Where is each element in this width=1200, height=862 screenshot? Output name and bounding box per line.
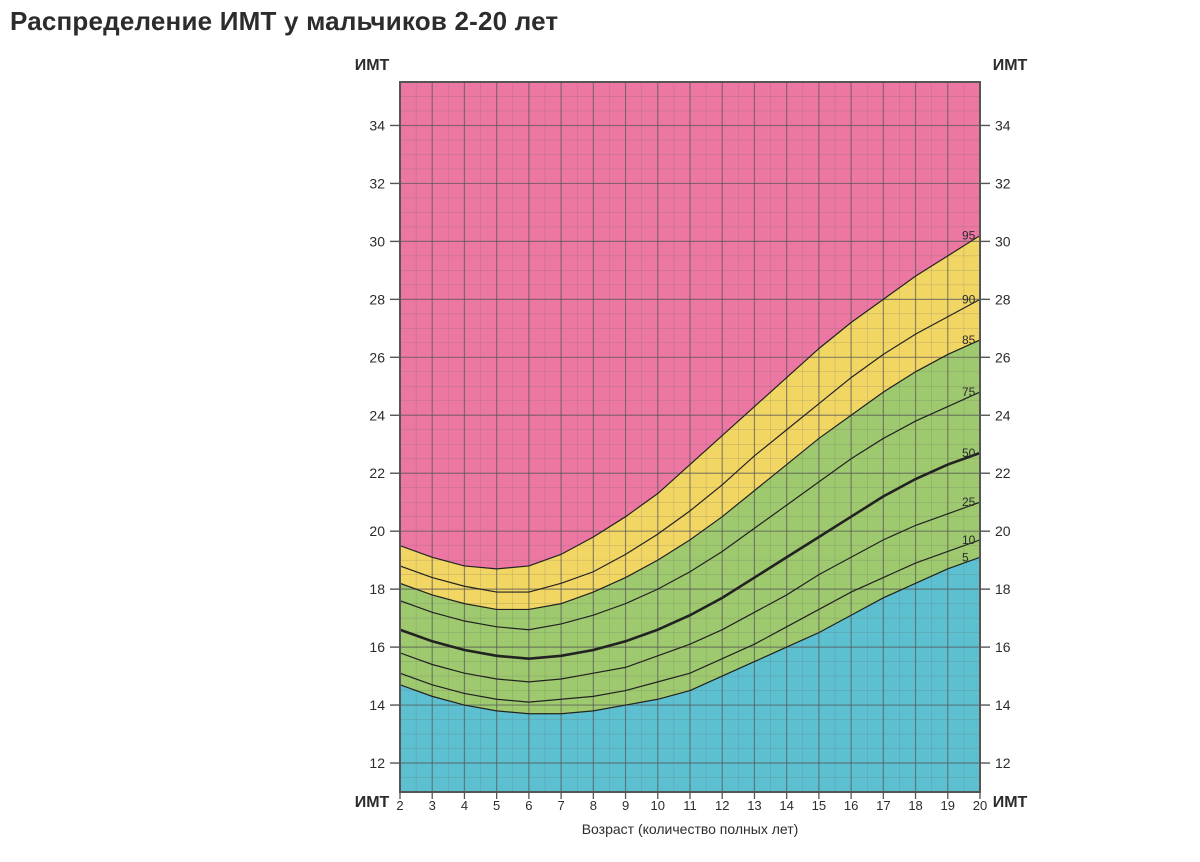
svg-text:28: 28 [369, 291, 385, 307]
svg-text:7: 7 [557, 798, 564, 813]
svg-text:12: 12 [995, 755, 1011, 771]
svg-text:ИМТ: ИМТ [355, 794, 390, 811]
svg-text:30: 30 [369, 233, 385, 249]
svg-text:15: 15 [812, 798, 826, 813]
svg-text:34: 34 [369, 117, 385, 133]
svg-text:ИМТ: ИМТ [993, 57, 1028, 74]
svg-text:12: 12 [715, 798, 729, 813]
svg-text:22: 22 [995, 465, 1011, 481]
svg-text:11: 11 [683, 798, 697, 813]
svg-text:30: 30 [995, 233, 1011, 249]
svg-text:8: 8 [590, 798, 597, 813]
svg-text:24: 24 [369, 407, 385, 423]
svg-text:18: 18 [369, 581, 385, 597]
svg-text:26: 26 [369, 349, 385, 365]
svg-text:ИМТ: ИМТ [355, 57, 390, 74]
svg-text:14: 14 [369, 697, 385, 713]
svg-text:50: 50 [962, 446, 976, 460]
svg-text:9: 9 [622, 798, 629, 813]
svg-text:16: 16 [369, 639, 385, 655]
svg-text:95: 95 [962, 229, 976, 243]
svg-text:16: 16 [844, 798, 858, 813]
svg-text:14: 14 [995, 697, 1011, 713]
svg-text:13: 13 [747, 798, 761, 813]
svg-text:ИМТ: ИМТ [993, 794, 1028, 811]
svg-text:16: 16 [995, 639, 1011, 655]
svg-text:6: 6 [525, 798, 532, 813]
svg-text:25: 25 [962, 495, 976, 509]
svg-text:5: 5 [493, 798, 500, 813]
page-title: Распределение ИМТ у мальчиков 2-20 лет [10, 6, 558, 37]
svg-text:17: 17 [876, 798, 890, 813]
svg-text:Возраст (количество полных лет: Возраст (количество полных лет) [582, 821, 799, 837]
svg-text:2: 2 [396, 798, 403, 813]
svg-text:26: 26 [995, 349, 1011, 365]
svg-text:18: 18 [908, 798, 922, 813]
svg-text:75: 75 [962, 385, 976, 399]
svg-text:20: 20 [995, 523, 1011, 539]
svg-text:18: 18 [995, 581, 1011, 597]
svg-text:20: 20 [369, 523, 385, 539]
svg-text:32: 32 [369, 175, 385, 191]
svg-text:90: 90 [962, 292, 976, 306]
svg-text:24: 24 [995, 407, 1011, 423]
svg-text:28: 28 [995, 291, 1011, 307]
svg-text:32: 32 [995, 175, 1011, 191]
svg-text:85: 85 [962, 333, 976, 347]
svg-text:34: 34 [995, 117, 1011, 133]
svg-text:4: 4 [461, 798, 468, 813]
svg-text:10: 10 [962, 533, 976, 547]
svg-text:22: 22 [369, 465, 385, 481]
svg-text:12: 12 [369, 755, 385, 771]
svg-text:10: 10 [651, 798, 665, 813]
bmi-percentile-chart: 1212141416161818202022222424262628283030… [340, 52, 1040, 852]
svg-text:5: 5 [962, 550, 969, 564]
svg-text:3: 3 [429, 798, 436, 813]
svg-text:20: 20 [973, 798, 987, 813]
svg-text:19: 19 [941, 798, 955, 813]
svg-text:14: 14 [779, 798, 793, 813]
